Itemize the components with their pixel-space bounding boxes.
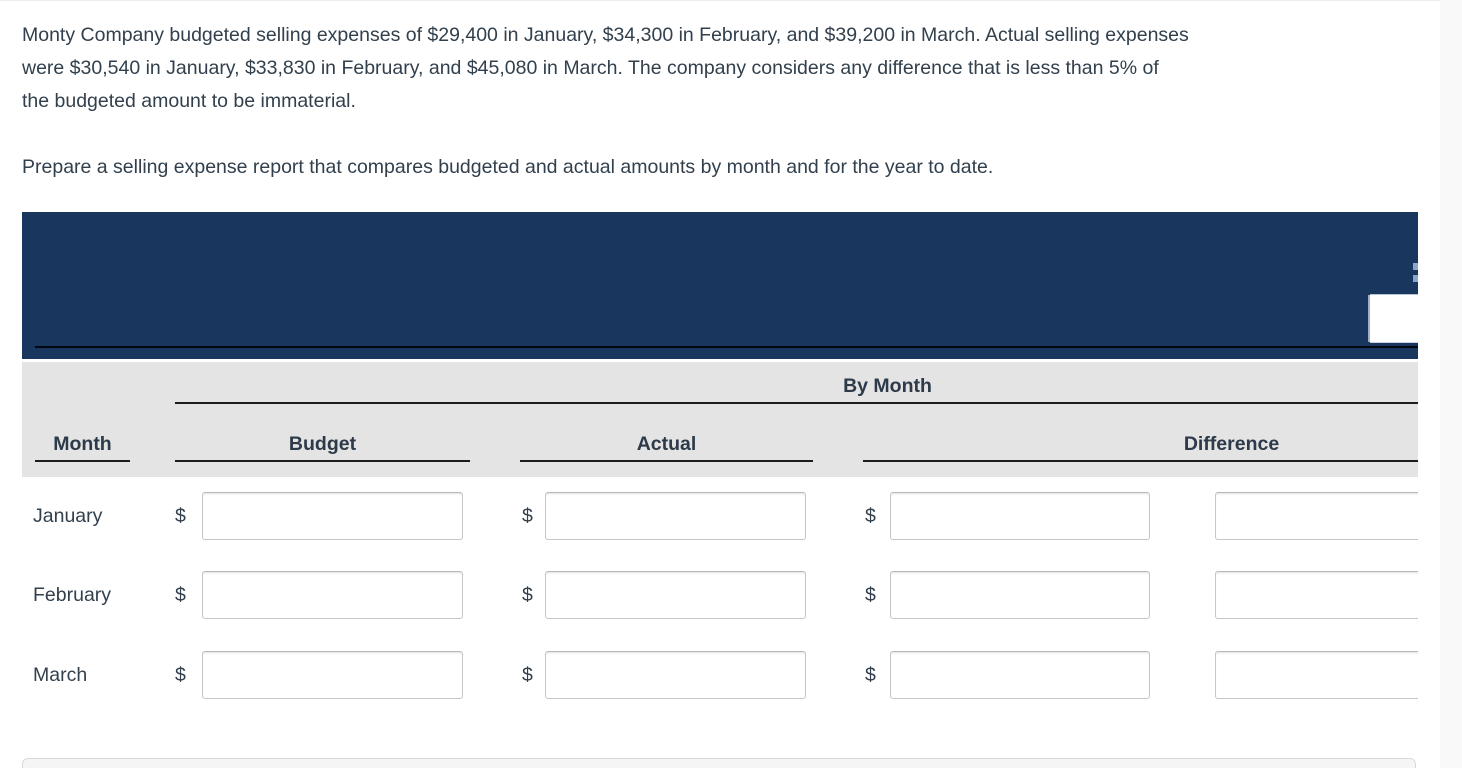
january-difference-input[interactable] [890,492,1150,540]
dollar-sign: $ [865,664,876,686]
dollar-sign: $ [175,584,186,606]
problem-statement: Monty Company budgeted selling expenses … [22,19,1422,118]
month-label: January [33,505,103,527]
column-header-budget: Budget [175,429,470,462]
column-header-month: Month [35,429,130,462]
march-difference-input[interactable] [890,651,1150,699]
month-label: March [33,664,88,686]
next-section-bar [22,758,1416,768]
top-hairline [0,0,1462,1]
dollar-sign: $ [175,505,186,527]
january-actual-input[interactable] [545,492,806,540]
february-materiality-input[interactable] [1215,571,1418,619]
january-materiality-input[interactable] [1215,492,1418,540]
header-dropdown[interactable] [1370,295,1418,342]
right-gutter [1440,0,1462,768]
february-actual-input[interactable] [545,571,806,619]
february-difference-input[interactable] [890,571,1150,619]
dollar-sign: $ [865,584,876,606]
worksheet-viewport: By Month Month Budget Actual Difference … [22,0,1418,768]
table-header-band [22,362,1418,477]
dollar-sign: $ [175,664,186,686]
clipped-glyph-fragment [1413,263,1418,270]
problem-statement-line: were $30,540 in January, $33,830 in Febr… [22,57,1159,79]
january-budget-input[interactable] [202,492,463,540]
clipped-glyph-fragment [1413,275,1418,282]
march-materiality-input[interactable] [1215,651,1418,699]
march-budget-input[interactable] [202,651,463,699]
dollar-sign: $ [522,664,533,686]
column-header-actual: Actual [520,429,813,462]
february-budget-input[interactable] [202,571,463,619]
by-month-group-header: By Month [175,371,1418,404]
dollar-sign: $ [865,505,876,527]
problem-statement-line: Monty Company budgeted selling expenses … [22,24,1189,46]
worksheet-header-band [22,212,1418,359]
dollar-sign: $ [522,584,533,606]
table-row: February $ $ $ [22,571,1418,619]
month-label: February [33,584,112,606]
table-row: March $ $ $ [22,651,1418,699]
task-instruction: Prepare a selling expense report that co… [22,156,994,178]
march-actual-input[interactable] [545,651,806,699]
problem-statement-line: the budgeted amount to be immaterial. [22,90,356,112]
dollar-sign: $ [522,505,533,527]
column-header-difference: Difference [863,429,1418,462]
table-row: January $ $ $ [22,492,1418,540]
header-divider-line [35,346,1418,348]
